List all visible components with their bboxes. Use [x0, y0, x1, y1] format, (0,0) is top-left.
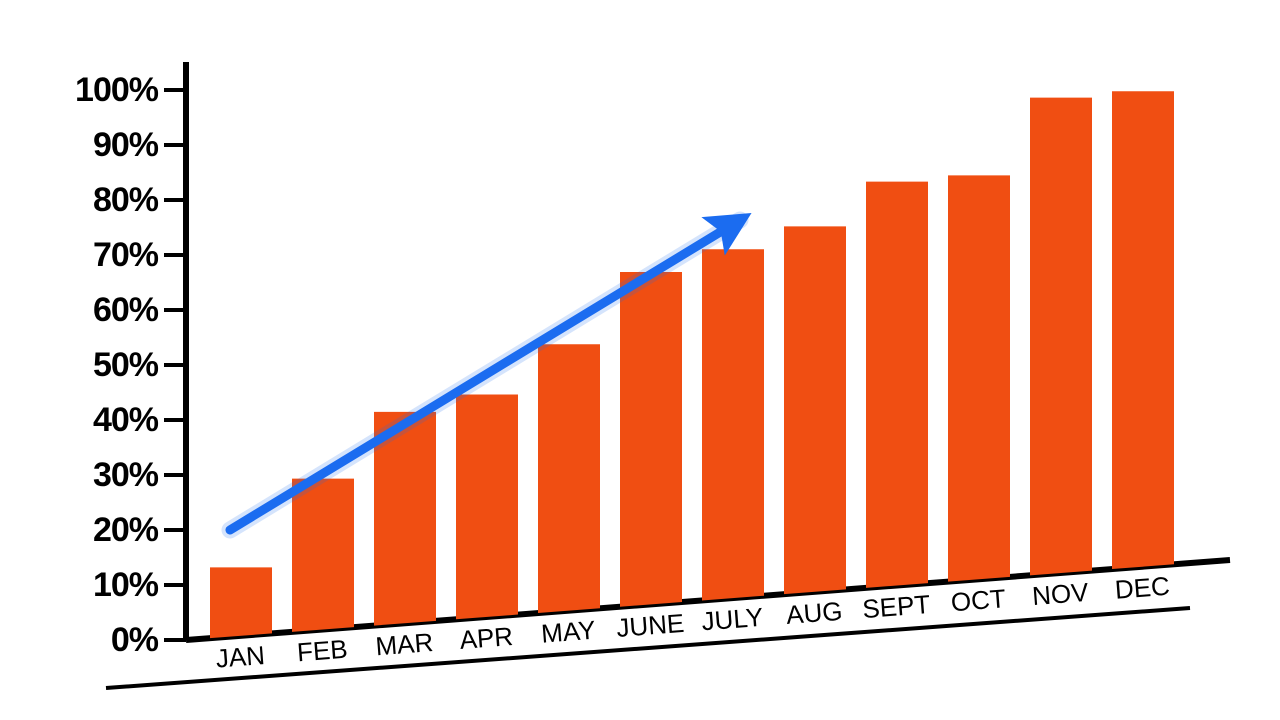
y-tick-label: 60%	[93, 291, 159, 329]
x-tick-label: NOV	[1031, 577, 1090, 611]
x-tick-label: JULY	[700, 602, 764, 637]
x-tick-label: OCT	[950, 583, 1007, 617]
x-tick-label: DEC	[1114, 571, 1171, 605]
bar-june	[620, 272, 682, 607]
x-tick-label: JUNE	[615, 608, 685, 643]
y-tick-label: 10%	[93, 566, 159, 604]
y-tick-label: 40%	[93, 401, 159, 439]
bar-aug	[784, 226, 846, 594]
y-tick-label: 50%	[93, 346, 159, 384]
bar-nov	[1030, 98, 1092, 576]
x-tick-label: APR	[459, 621, 515, 655]
x-tick-label: SEPT	[861, 589, 931, 624]
bar-sept	[866, 182, 928, 588]
x-tick-label: AUG	[785, 596, 843, 630]
y-tick-label: 30%	[93, 456, 159, 494]
bar-july	[702, 249, 764, 600]
bar-apr	[456, 395, 518, 620]
y-tick-label: 80%	[93, 181, 159, 219]
bar-jan	[210, 567, 272, 638]
bar-feb	[292, 479, 354, 632]
y-tick-label: 100%	[75, 71, 159, 109]
x-tick-label: MAY	[540, 615, 597, 649]
y-tick-label: 20%	[93, 511, 159, 549]
bar-oct	[948, 175, 1010, 581]
y-tick-label: 90%	[93, 126, 159, 164]
y-tick-label: 0%	[111, 621, 159, 659]
bar-may	[538, 344, 600, 613]
x-tick-label: JAN	[215, 640, 266, 674]
monthly-growth-bar-chart: 0% 10% 20% 30% 40% 50% 60% 70% 80% 90% 100% JAN FEB M…	[0, 0, 1280, 720]
x-tick-label: FEB	[296, 634, 349, 668]
bar-dec	[1112, 91, 1174, 569]
x-tick-label: MAR	[374, 627, 434, 661]
y-tick-label: 70%	[93, 236, 159, 274]
